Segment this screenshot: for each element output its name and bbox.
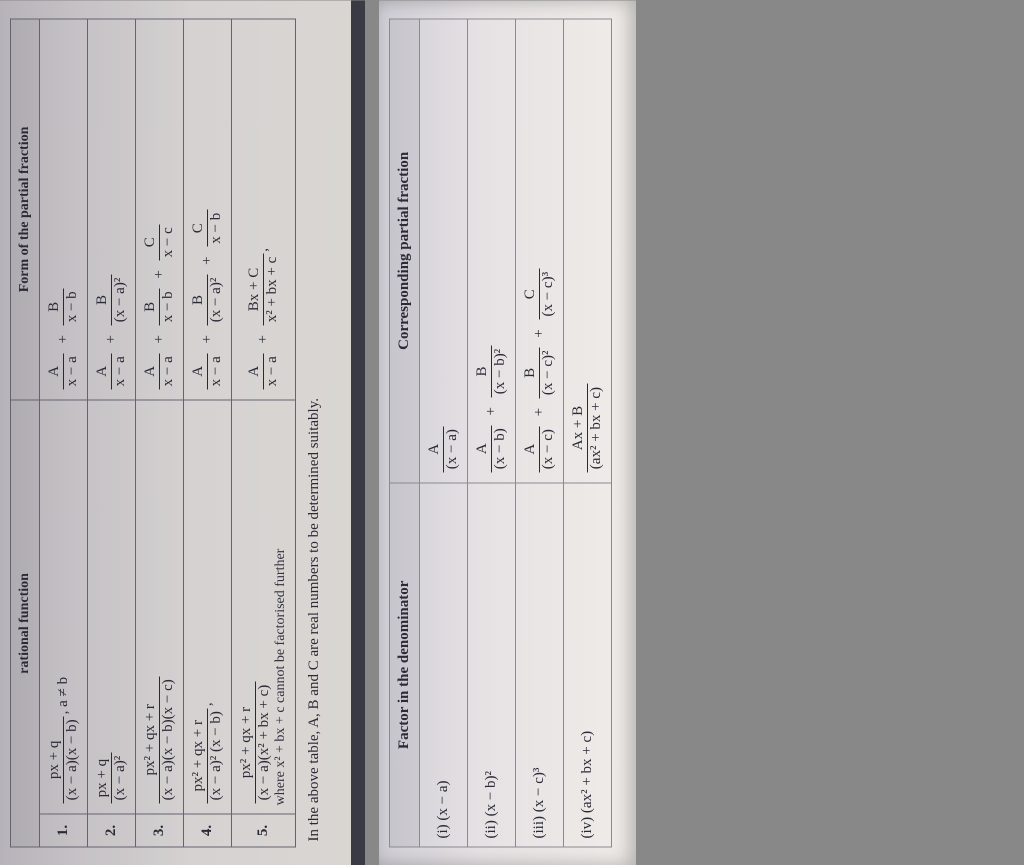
top-sheet: rational function Form of the partial fr… <box>0 0 351 865</box>
row-note: where x² + bx + c cannot be factorised f… <box>273 408 289 805</box>
top-header-right: Form of the partial fraction <box>11 19 40 400</box>
bottom-table: Factor in the denominator Corresponding … <box>389 18 612 847</box>
bottom-header-left: Factor in the denominator <box>390 482 420 846</box>
page-wrap: rational function Form of the partial fr… <box>0 0 1024 865</box>
fraction: px + q (x − a)(x − b) <box>46 716 81 803</box>
factor-cell: (i) (x − a) <box>420 482 468 846</box>
row-rhs: Ax − a + Bx − b <box>40 19 88 400</box>
table-row: 1. px + q (x − a)(x − b) , a ≠ b Ax − a … <box>40 19 88 847</box>
plus-sign: + <box>55 331 71 347</box>
bottom-sheet: Factor in the denominator Corresponding … <box>379 0 636 865</box>
row-num: 1. <box>40 813 88 846</box>
between-text: In the above table, A, B and C are real … <box>296 18 327 847</box>
table-row: (ii) (x − b)² A(x − b) + B(x − b)² <box>468 19 516 847</box>
table-row: 5. px² + qx + r(x − a)(x² + bx + c) wher… <box>232 19 296 847</box>
table-row: 2. px + q(x − a)² Ax − a + B(x − a)² <box>88 19 136 847</box>
top-table: rational function Form of the partial fr… <box>10 18 296 847</box>
page-gutter <box>351 0 365 865</box>
lhs-tail: , a ≠ b <box>55 676 71 713</box>
table-row: (iii) (x − c)³ A(x − c) + B(x − c)² + C(… <box>516 19 564 847</box>
table-row: 3. px² + qx + r(x − a)(x − b)(x − c) Ax … <box>136 19 184 847</box>
table-row: 4. px² + qx + r(x − a)² (x − b), Ax − a … <box>184 19 232 847</box>
table-row: (iv) (ax² + bx + c) Ax + B(ax² + bx + c) <box>564 19 612 847</box>
row-lhs: px + q (x − a)(x − b) , a ≠ b <box>40 399 88 813</box>
bottom-header-right: Corresponding partial fraction <box>390 19 420 483</box>
top-header-left: rational function <box>11 399 40 846</box>
table-row: (i) (x − a) A(x − a) <box>420 19 468 847</box>
